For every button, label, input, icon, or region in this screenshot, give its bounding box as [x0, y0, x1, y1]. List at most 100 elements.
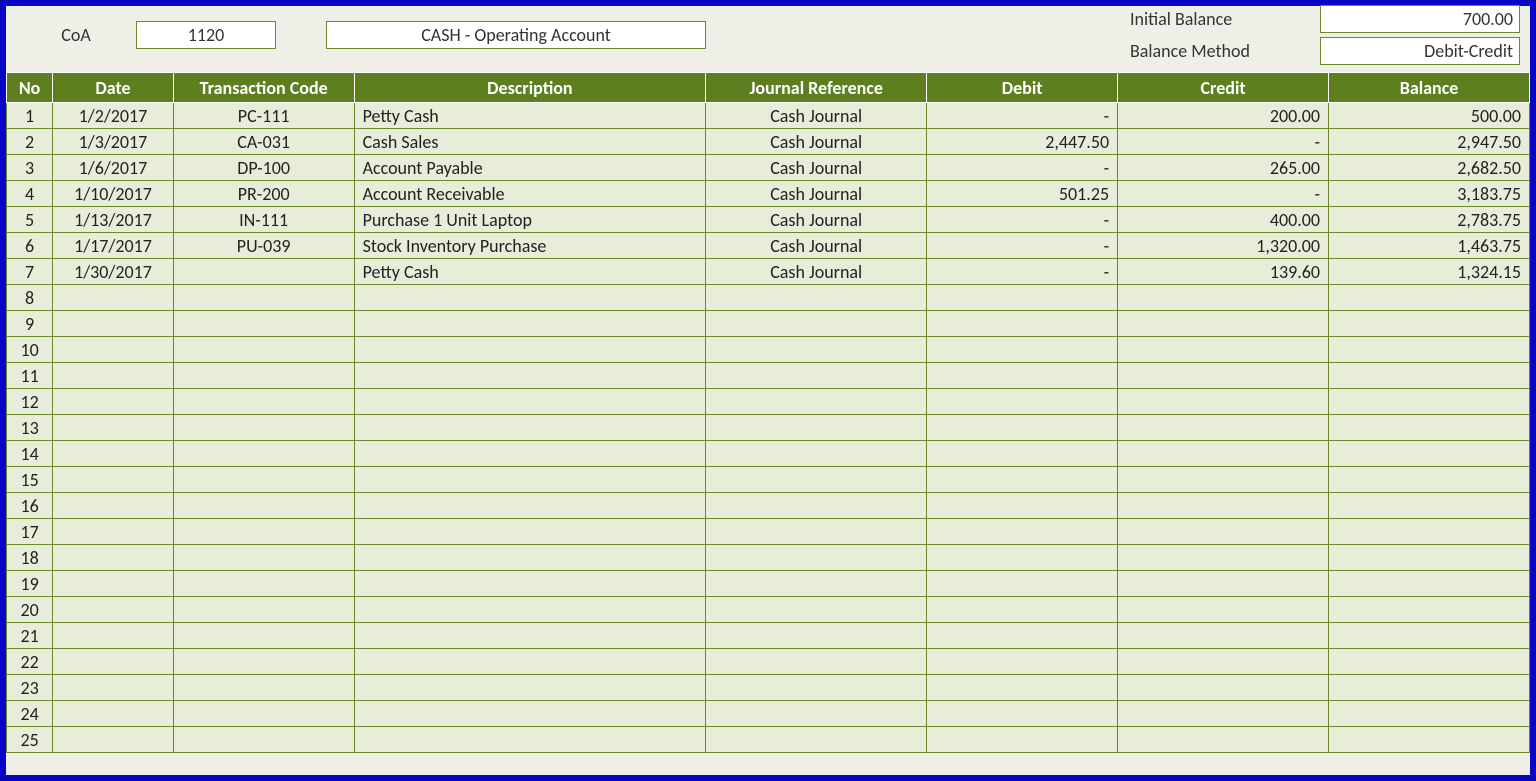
col-header-debit[interactable]: Debit	[927, 73, 1118, 103]
cell-balance[interactable]	[1329, 675, 1530, 701]
cell-code[interactable]	[173, 675, 354, 701]
cell-ref[interactable]	[706, 701, 927, 727]
cell-debit[interactable]	[927, 727, 1118, 753]
cell-credit[interactable]	[1118, 467, 1329, 493]
cell-no[interactable]: 9	[7, 311, 53, 337]
cell-code[interactable]: PU-039	[173, 233, 354, 259]
cell-credit[interactable]	[1118, 441, 1329, 467]
cell-ref[interactable]	[706, 311, 927, 337]
cell-balance[interactable]	[1329, 285, 1530, 311]
cell-code[interactable]	[173, 545, 354, 571]
col-header-balance[interactable]: Balance	[1329, 73, 1530, 103]
cell-credit[interactable]	[1118, 363, 1329, 389]
cell-debit[interactable]: -	[927, 259, 1118, 285]
cell-ref[interactable]	[706, 727, 927, 753]
cell-no[interactable]: 24	[7, 701, 53, 727]
cell-debit[interactable]	[927, 441, 1118, 467]
cell-credit[interactable]	[1118, 415, 1329, 441]
cell-balance[interactable]: 1,324.15	[1329, 259, 1530, 285]
cell-debit[interactable]	[927, 493, 1118, 519]
cell-balance[interactable]	[1329, 363, 1530, 389]
cell-balance[interactable]	[1329, 701, 1530, 727]
cell-ref[interactable]	[706, 649, 927, 675]
cell-date[interactable]	[53, 311, 174, 337]
cell-desc[interactable]: Account Receivable	[354, 181, 706, 207]
cell-balance[interactable]	[1329, 493, 1530, 519]
cell-code[interactable]	[173, 727, 354, 753]
cell-code[interactable]: IN-111	[173, 207, 354, 233]
cell-desc[interactable]: Petty Cash	[354, 103, 706, 129]
cell-balance[interactable]: 2,783.75	[1329, 207, 1530, 233]
cell-date[interactable]	[53, 389, 174, 415]
cell-no[interactable]: 16	[7, 493, 53, 519]
cell-desc[interactable]	[354, 415, 706, 441]
cell-ref[interactable]	[706, 285, 927, 311]
cell-balance[interactable]	[1329, 727, 1530, 753]
cell-debit[interactable]	[927, 701, 1118, 727]
cell-balance[interactable]: 2,682.50	[1329, 155, 1530, 181]
cell-debit[interactable]	[927, 519, 1118, 545]
col-header-code[interactable]: Transaction Code	[173, 73, 354, 103]
cell-desc[interactable]	[354, 727, 706, 753]
cell-desc[interactable]: Account Payable	[354, 155, 706, 181]
cell-date[interactable]	[53, 545, 174, 571]
cell-debit[interactable]	[927, 545, 1118, 571]
cell-credit[interactable]: -	[1118, 129, 1329, 155]
cell-debit[interactable]	[927, 389, 1118, 415]
cell-date[interactable]	[53, 519, 174, 545]
cell-credit[interactable]	[1118, 649, 1329, 675]
cell-credit[interactable]: 139.60	[1118, 259, 1329, 285]
initial-balance-input[interactable]: 700.00	[1320, 5, 1520, 33]
cell-desc[interactable]	[354, 285, 706, 311]
cell-code[interactable]	[173, 285, 354, 311]
cell-date[interactable]	[53, 675, 174, 701]
cell-balance[interactable]: 500.00	[1329, 103, 1530, 129]
cell-code[interactable]: PR-200	[173, 181, 354, 207]
cell-credit[interactable]	[1118, 545, 1329, 571]
cell-ref[interactable]	[706, 441, 927, 467]
cell-no[interactable]: 22	[7, 649, 53, 675]
cell-debit[interactable]: -	[927, 155, 1118, 181]
cell-ref[interactable]: Cash Journal	[706, 259, 927, 285]
cell-code[interactable]	[173, 363, 354, 389]
cell-ref[interactable]	[706, 363, 927, 389]
cell-desc[interactable]: Petty Cash	[354, 259, 706, 285]
cell-no[interactable]: 20	[7, 597, 53, 623]
cell-ref[interactable]	[706, 415, 927, 441]
col-header-credit[interactable]: Credit	[1118, 73, 1329, 103]
cell-credit[interactable]	[1118, 493, 1329, 519]
cell-code[interactable]	[173, 311, 354, 337]
cell-desc[interactable]	[354, 675, 706, 701]
cell-date[interactable]	[53, 493, 174, 519]
cell-no[interactable]: 6	[7, 233, 53, 259]
cell-date[interactable]	[53, 441, 174, 467]
cell-debit[interactable]	[927, 649, 1118, 675]
cell-ref[interactable]	[706, 545, 927, 571]
col-header-date[interactable]: Date	[53, 73, 174, 103]
cell-balance[interactable]	[1329, 389, 1530, 415]
cell-balance[interactable]	[1329, 441, 1530, 467]
col-header-ref[interactable]: Journal Reference	[706, 73, 927, 103]
cell-desc[interactable]	[354, 571, 706, 597]
cell-date[interactable]	[53, 727, 174, 753]
cell-no[interactable]: 7	[7, 259, 53, 285]
cell-ref[interactable]	[706, 337, 927, 363]
cell-debit[interactable]: -	[927, 233, 1118, 259]
cell-desc[interactable]	[354, 623, 706, 649]
cell-date[interactable]	[53, 285, 174, 311]
cell-balance[interactable]	[1329, 649, 1530, 675]
cell-ref[interactable]	[706, 623, 927, 649]
cell-credit[interactable]	[1118, 623, 1329, 649]
cell-code[interactable]	[173, 493, 354, 519]
cell-debit[interactable]: 2,447.50	[927, 129, 1118, 155]
cell-balance[interactable]	[1329, 519, 1530, 545]
cell-balance[interactable]: 3,183.75	[1329, 181, 1530, 207]
cell-ref[interactable]	[706, 571, 927, 597]
cell-ref[interactable]: Cash Journal	[706, 103, 927, 129]
cell-balance[interactable]	[1329, 597, 1530, 623]
cell-date[interactable]: 1/2/2017	[53, 103, 174, 129]
cell-ref[interactable]: Cash Journal	[706, 181, 927, 207]
col-header-desc[interactable]: Description	[354, 73, 706, 103]
cell-balance[interactable]	[1329, 337, 1530, 363]
cell-desc[interactable]	[354, 519, 706, 545]
